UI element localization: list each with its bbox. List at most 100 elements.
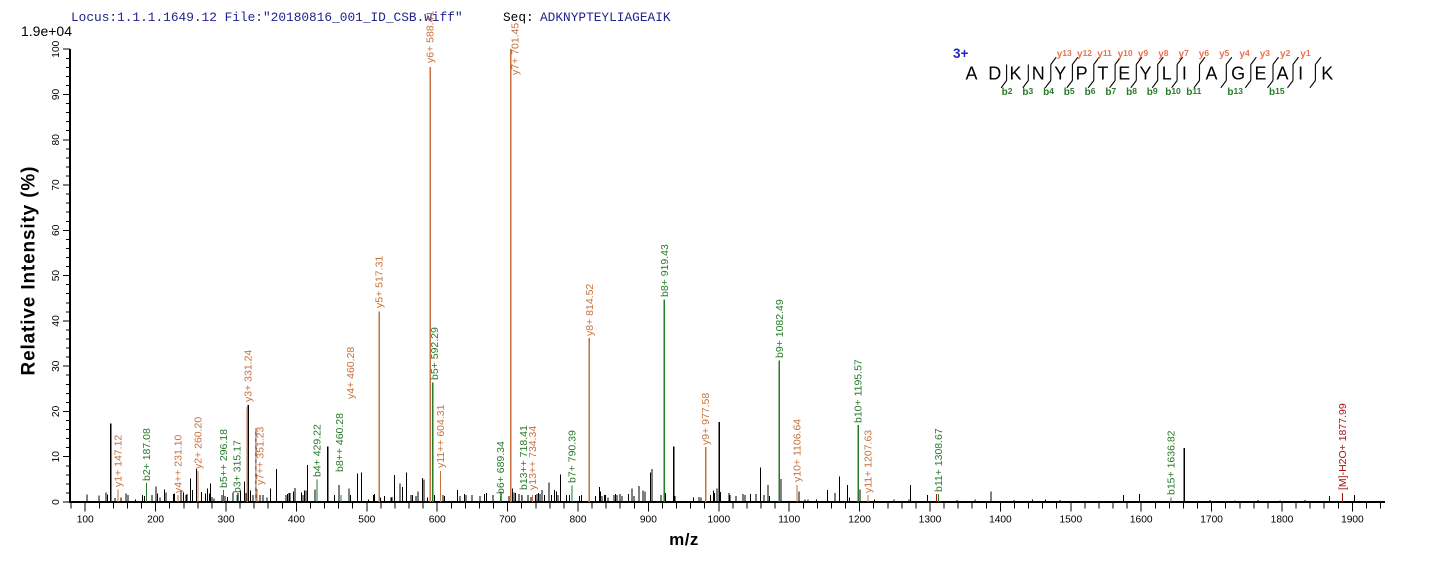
svg-text:A: A	[1205, 64, 1217, 84]
svg-text:T: T	[1097, 64, 1108, 84]
svg-text:400: 400	[288, 515, 305, 526]
svg-text:3+: 3+	[953, 46, 969, 61]
svg-text:200: 200	[147, 515, 164, 526]
svg-text:b13: b13	[1227, 86, 1243, 98]
svg-text:b2+ 187.08: b2+ 187.08	[141, 428, 153, 481]
svg-text:b5++ 296.18: b5++ 296.18	[218, 429, 230, 488]
svg-text:10: 10	[51, 451, 62, 463]
svg-text:y12: y12	[1077, 48, 1092, 60]
svg-text:b13++ 718.41: b13++ 718.41	[518, 425, 530, 490]
svg-text:1700: 1700	[1200, 515, 1223, 526]
svg-text:b11: b11	[1186, 86, 1201, 98]
svg-text:y1: y1	[1300, 48, 1311, 60]
svg-text:500: 500	[358, 515, 375, 526]
svg-text:1400: 1400	[989, 515, 1012, 526]
svg-text:Relative Intensity (%): Relative Intensity (%)	[19, 167, 40, 376]
svg-text:80: 80	[51, 134, 62, 146]
svg-text:N: N	[1032, 64, 1045, 84]
svg-text:b7+ 790.39: b7+ 790.39	[566, 430, 578, 483]
svg-text:b2: b2	[1002, 86, 1013, 98]
svg-text:y13++ 734.34: y13++ 734.34	[527, 426, 539, 490]
svg-text:y13: y13	[1057, 48, 1072, 60]
svg-text:y5: y5	[1219, 48, 1230, 60]
svg-text:b3+ 315.17: b3+ 315.17	[231, 440, 243, 493]
svg-text:y11: y11	[1097, 48, 1112, 60]
svg-text:y10: y10	[1118, 48, 1133, 60]
svg-text:y6: y6	[1199, 48, 1210, 60]
svg-text:E: E	[1118, 64, 1130, 84]
svg-text:b5+ 592.29: b5+ 592.29	[429, 327, 441, 380]
svg-text:y10+ 1106.64: y10+ 1106.64	[791, 419, 803, 482]
svg-text:700: 700	[499, 515, 516, 526]
svg-text:K: K	[1321, 64, 1333, 84]
svg-text:1800: 1800	[1271, 515, 1294, 526]
svg-text:y8+ 814.52: y8+ 814.52	[584, 284, 596, 336]
svg-text:b8: b8	[1126, 86, 1137, 98]
svg-text:100: 100	[51, 40, 62, 57]
svg-text:Y: Y	[1139, 64, 1151, 84]
svg-text:b6: b6	[1085, 86, 1096, 98]
svg-text:600: 600	[429, 515, 446, 526]
svg-text:1200: 1200	[848, 515, 871, 526]
svg-text:y9: y9	[1138, 48, 1149, 60]
svg-text:50: 50	[51, 270, 62, 282]
svg-text:y7++ 351.23: y7++ 351.23	[255, 426, 267, 485]
svg-text:30: 30	[51, 360, 62, 372]
svg-text:900: 900	[640, 515, 657, 526]
svg-text:b4: b4	[1043, 86, 1054, 98]
svg-text:Seq:: Seq:	[503, 10, 534, 25]
svg-text:y1+ 147.12: y1+ 147.12	[112, 435, 124, 487]
svg-text:ADKNYPTEYLIAGEAIK: ADKNYPTEYLIAGEAIK	[540, 10, 671, 25]
svg-text:A: A	[1276, 64, 1288, 84]
svg-text:y6+ 588.41: y6+ 588.41	[425, 11, 437, 63]
svg-text:b15: b15	[1269, 86, 1285, 98]
svg-text:1100: 1100	[778, 515, 800, 526]
svg-text:y7: y7	[1179, 48, 1190, 60]
svg-text:y3: y3	[1260, 48, 1271, 60]
svg-text:b9+ 1082.49: b9+ 1082.49	[774, 299, 786, 358]
svg-text:300: 300	[218, 515, 235, 526]
svg-text:b6+ 689.34: b6+ 689.34	[495, 441, 507, 494]
svg-text:y7+ 701.45: y7+ 701.45	[510, 23, 522, 75]
svg-text:20: 20	[51, 405, 62, 417]
svg-text:1.9e+04: 1.9e+04	[21, 23, 72, 39]
svg-text:b8+ 919.43: b8+ 919.43	[659, 244, 671, 297]
svg-text:60: 60	[51, 224, 62, 236]
svg-text:Y: Y	[1054, 64, 1066, 84]
svg-text:y9+ 977.58: y9+ 977.58	[700, 393, 712, 445]
svg-text:b10+ 1195.57: b10+ 1195.57	[853, 359, 865, 423]
svg-text:100: 100	[77, 515, 94, 526]
svg-text:1300: 1300	[919, 515, 942, 526]
svg-text:y11+ 1207.63: y11+ 1207.63	[863, 430, 875, 493]
svg-text:1900: 1900	[1341, 515, 1364, 526]
svg-text:0: 0	[51, 499, 62, 505]
svg-text:90: 90	[51, 89, 62, 101]
svg-text:A: A	[965, 64, 977, 84]
svg-text:y4+ 460.28: y4+ 460.28	[345, 347, 357, 399]
svg-text:y11++ 604.31: y11++ 604.31	[435, 404, 447, 468]
svg-text:y2: y2	[1280, 48, 1291, 60]
svg-text:y4: y4	[1239, 48, 1250, 60]
svg-text:1500: 1500	[1059, 515, 1082, 526]
svg-text:y8: y8	[1158, 48, 1169, 60]
svg-text:1600: 1600	[1130, 515, 1153, 526]
svg-text:y5+ 517.31: y5+ 517.31	[374, 256, 386, 308]
svg-text:[M]-H2O+ 1877.99: [M]-H2O+ 1877.99	[1337, 403, 1349, 490]
svg-text:70: 70	[51, 179, 62, 191]
svg-text:40: 40	[51, 315, 62, 327]
svg-text:b3: b3	[1022, 86, 1033, 98]
svg-text:D: D	[988, 64, 1001, 84]
svg-text:b9: b9	[1147, 86, 1158, 98]
svg-text:b10: b10	[1165, 86, 1181, 98]
svg-text:b8++ 460.28: b8++ 460.28	[334, 413, 346, 472]
svg-text:E: E	[1254, 64, 1266, 84]
svg-text:K: K	[1009, 64, 1021, 84]
svg-text:y3+ 331.24: y3+ 331.24	[242, 350, 254, 402]
svg-text:y4++ 231.10: y4++ 231.10	[172, 434, 184, 493]
svg-text:800: 800	[570, 515, 587, 526]
svg-text:I: I	[1298, 64, 1303, 84]
svg-text:P: P	[1076, 64, 1088, 84]
svg-text:m/z: m/z	[669, 530, 699, 549]
svg-text:1000: 1000	[707, 515, 730, 526]
svg-text:b15+ 1636.82: b15+ 1636.82	[1165, 430, 1177, 495]
